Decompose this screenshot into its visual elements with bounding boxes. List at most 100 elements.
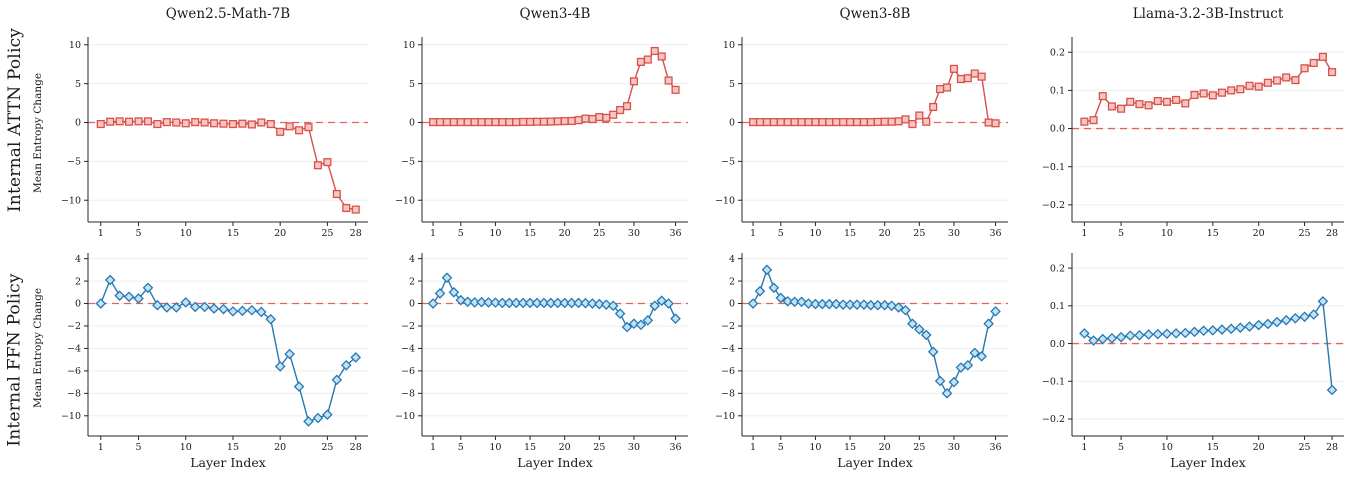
y-axis-label: Mean Entropy Change bbox=[30, 26, 46, 240]
x-tick-label: 25 bbox=[913, 442, 925, 453]
data-point bbox=[1079, 328, 1090, 339]
x-tick-label: 1 bbox=[430, 228, 436, 239]
x-tick-label: 10 bbox=[489, 442, 501, 453]
data-point bbox=[476, 296, 487, 308]
x-tick-label: 10 bbox=[1161, 442, 1173, 453]
data-point bbox=[1117, 104, 1126, 113]
data-point bbox=[531, 297, 543, 309]
data-point bbox=[1153, 97, 1162, 106]
axes: 0.20.10.0−0.1−0.21 5 10 15 20 25 28 bbox=[1042, 253, 1344, 453]
row-label-attn-text: Internal ATTN Policy bbox=[5, 27, 25, 213]
x-tick-label: 36 bbox=[989, 228, 1001, 239]
data-point bbox=[887, 117, 896, 126]
data-point bbox=[322, 409, 333, 420]
data-point bbox=[1217, 88, 1227, 97]
x-tick-label: 30 bbox=[628, 442, 640, 453]
y-axis-label-text: Mean Entropy Change bbox=[32, 287, 44, 409]
y-tick-label: −10 bbox=[395, 411, 415, 422]
chart-canvas-ffn-qwen3-8b: 420−2−4−6−8−101 5 10 15 20 25 30 36 bbox=[715, 253, 1008, 453]
data-point bbox=[851, 299, 863, 310]
y-tick-label: 0.2 bbox=[1050, 47, 1065, 58]
data-point bbox=[295, 126, 304, 135]
data-point bbox=[1106, 332, 1118, 344]
data-point bbox=[1124, 330, 1136, 341]
data-point bbox=[573, 297, 584, 309]
data-point bbox=[559, 297, 571, 309]
y-tick-label: 0 bbox=[729, 118, 735, 129]
data-point bbox=[1170, 328, 1182, 339]
data-point bbox=[566, 297, 577, 309]
data-point bbox=[303, 416, 314, 427]
data-point bbox=[517, 297, 529, 309]
y-tick-label: 5 bbox=[729, 79, 735, 90]
x-tick-label: 1 bbox=[1081, 442, 1087, 453]
y-tick-label: 0 bbox=[409, 118, 415, 129]
data-point bbox=[115, 117, 124, 126]
data-point bbox=[1235, 322, 1246, 334]
data-point bbox=[133, 293, 144, 304]
data-point bbox=[818, 118, 827, 127]
x-tick-label: 1 bbox=[98, 442, 104, 453]
data-point bbox=[1181, 99, 1190, 108]
data-point bbox=[636, 57, 645, 66]
x-tick-label: 36 bbox=[669, 228, 681, 239]
data-point bbox=[1262, 318, 1274, 330]
y-tick-label: −8 bbox=[401, 389, 415, 400]
data-point bbox=[1172, 95, 1181, 104]
axes: 0.20.10.0−0.1−0.21 5 10 15 20 25 28 bbox=[1042, 37, 1344, 239]
y-tick-label: −10 bbox=[61, 411, 81, 422]
data-point bbox=[218, 303, 229, 315]
data-point bbox=[927, 346, 939, 358]
data-point bbox=[1089, 116, 1098, 125]
y-tick-label: −10 bbox=[395, 195, 415, 206]
data-point bbox=[587, 298, 598, 309]
chart-title: Llama-3.2-3B-Instruct bbox=[1132, 6, 1284, 22]
data-point bbox=[1216, 324, 1228, 335]
data-point bbox=[901, 115, 910, 124]
grid-lines bbox=[88, 258, 368, 417]
data-point bbox=[663, 298, 674, 309]
data-point bbox=[524, 297, 536, 309]
x-tick-label: 15 bbox=[1207, 228, 1219, 239]
subplot-ffn-llama-3-2-3b-instruct: 0.2 0.1 0.0 −0.1 −0.2 1 5 10 15 20 25 28 Layer Inde… bbox=[1030, 240, 1356, 480]
data-point bbox=[1080, 117, 1089, 126]
data-point bbox=[837, 299, 849, 310]
grid-lines bbox=[422, 258, 688, 417]
data-point bbox=[247, 120, 256, 129]
data-point bbox=[908, 120, 917, 129]
x-tick-label: 28 bbox=[1326, 442, 1338, 453]
x-tick-label: 20 bbox=[1253, 228, 1265, 239]
y-tick-label: 0.0 bbox=[1050, 339, 1065, 350]
data-point bbox=[1328, 68, 1337, 77]
data-point bbox=[664, 76, 673, 85]
y-tick-label: −4 bbox=[401, 344, 415, 355]
data-point bbox=[490, 297, 501, 308]
data-point bbox=[948, 376, 960, 388]
x-tick-label: 25 bbox=[1299, 228, 1311, 239]
data-point bbox=[600, 299, 612, 310]
data-point bbox=[340, 359, 352, 371]
data-point bbox=[331, 374, 343, 386]
data-point bbox=[920, 329, 932, 341]
data-point bbox=[616, 106, 625, 115]
chart-title: Qwen2.5-Math-7B bbox=[165, 6, 291, 22]
x-tick-label: 25 bbox=[593, 442, 605, 453]
x-tick-label: 28 bbox=[350, 442, 362, 453]
data-point bbox=[915, 111, 924, 120]
data-point bbox=[125, 117, 134, 126]
data-series bbox=[749, 64, 1000, 129]
data-point bbox=[621, 321, 633, 333]
data-point bbox=[942, 83, 952, 92]
data-point bbox=[754, 285, 766, 297]
data-point bbox=[1152, 328, 1164, 340]
y-tick-label: 0.0 bbox=[1050, 124, 1065, 135]
data-point bbox=[657, 52, 666, 61]
data-point bbox=[491, 118, 500, 127]
y-tick-label: 2 bbox=[409, 276, 415, 287]
data-point bbox=[1126, 97, 1135, 106]
x-tick-label: 30 bbox=[948, 442, 960, 453]
data-point bbox=[823, 298, 835, 310]
